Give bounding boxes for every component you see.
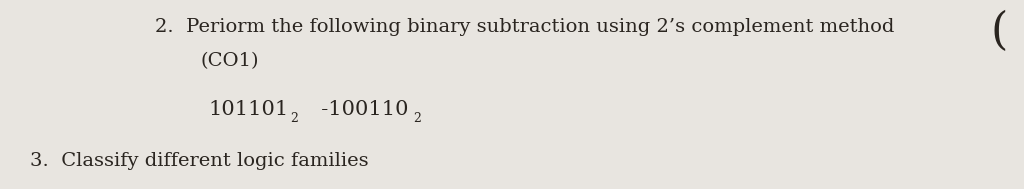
Text: (: (	[990, 10, 1008, 53]
Text: -100110: -100110	[308, 100, 409, 119]
Text: 2: 2	[413, 112, 421, 125]
Text: 2: 2	[290, 112, 298, 125]
Text: (CO1): (CO1)	[200, 52, 258, 70]
Text: 101101: 101101	[208, 100, 288, 119]
Text: 3.  Classify different logic families: 3. Classify different logic families	[30, 152, 369, 170]
Text: 2.  Periorm the following binary subtraction using 2’s complement method: 2. Periorm the following binary subtract…	[155, 18, 894, 36]
